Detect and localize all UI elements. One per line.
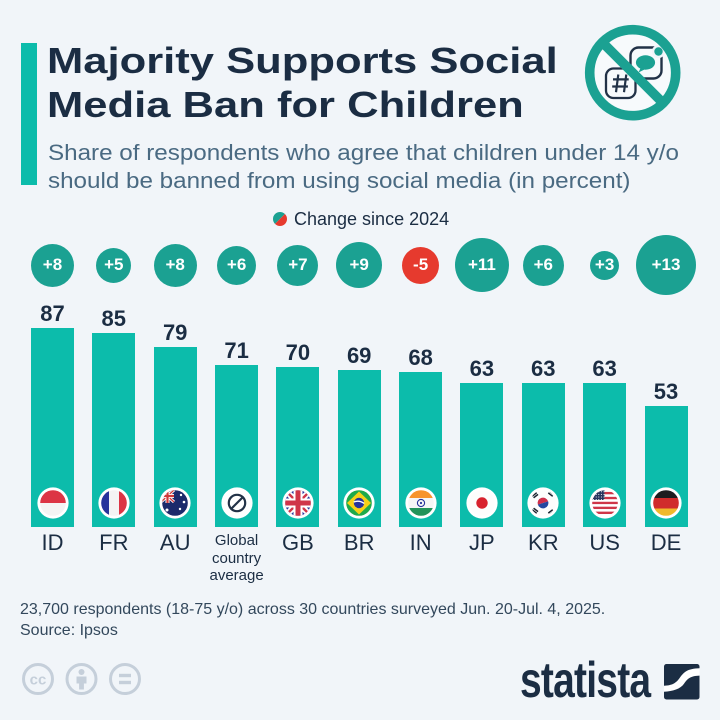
svg-text:cc: cc xyxy=(30,672,47,689)
